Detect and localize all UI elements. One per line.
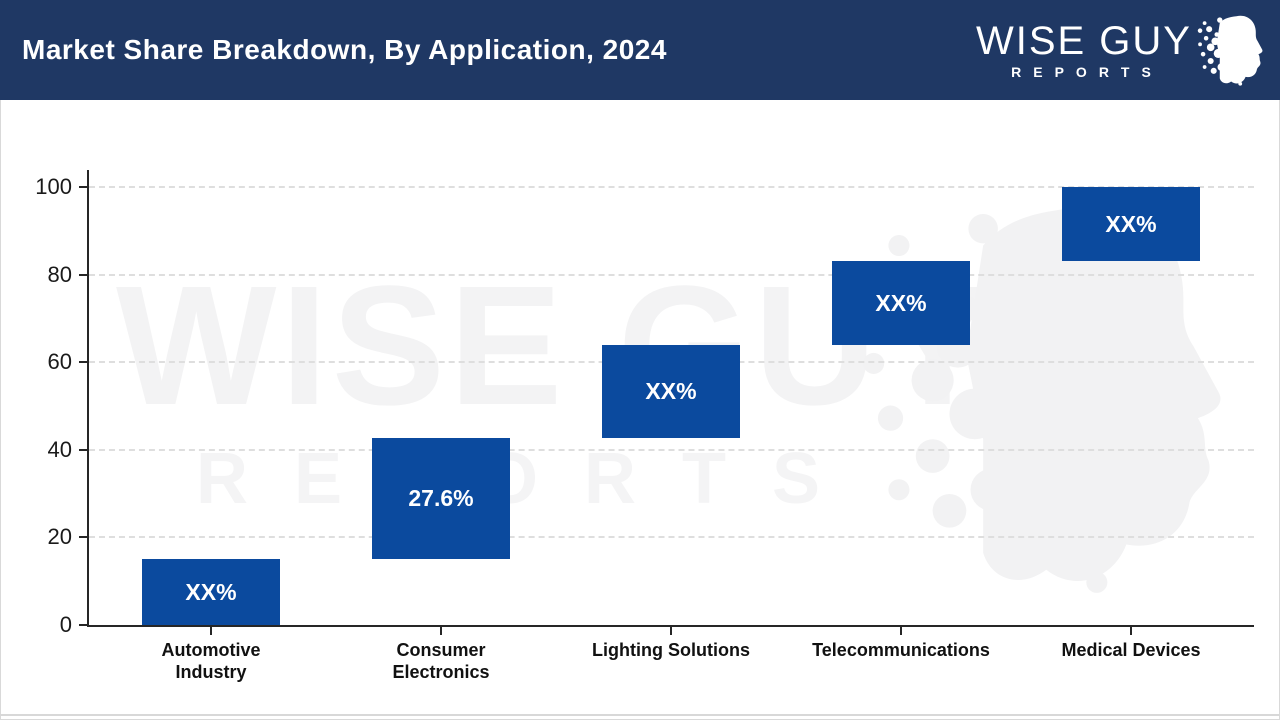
bar-value-label: XX%: [645, 378, 697, 405]
y-tick-label-40: 40: [47, 436, 72, 462]
x-category-label: Medical Devices: [1015, 639, 1247, 661]
bar-segment: XX%: [832, 261, 970, 345]
y-tick-100: [79, 186, 87, 188]
gridline-80: [89, 273, 1254, 276]
y-tick-label-20: 20: [47, 524, 72, 550]
y-tick-0: [79, 624, 87, 626]
x-category-label-line: Automotive: [161, 640, 261, 660]
y-tick-80: [79, 273, 87, 276]
x-category-label: Telecommunications: [785, 639, 1017, 661]
gridline-40: [89, 448, 1254, 451]
wiseguy-face-icon: [1197, 15, 1263, 86]
gridline-100: [89, 186, 1254, 188]
bar-segment: XX%: [602, 344, 740, 439]
x-axis-line: [87, 625, 1254, 627]
x-tick: [900, 627, 902, 635]
page-title: Market Share Breakdown, By Application, …: [22, 34, 667, 65]
y-tick-label-100: 100: [35, 174, 72, 199]
y-tick-60: [79, 361, 87, 364]
bar-segment: XX%: [1062, 187, 1200, 262]
x-category-label-line: Lighting Solutions: [592, 640, 750, 660]
x-category-label-line: Industry: [175, 662, 247, 682]
x-tick: [670, 627, 672, 635]
bar-value-label: 27.6%: [408, 485, 474, 512]
x-category-label-line: Consumer: [396, 640, 486, 660]
x-category-label-line: Telecommunications: [812, 640, 990, 660]
bar-value-label: XX%: [185, 578, 237, 605]
x-tick: [440, 627, 442, 635]
x-tick: [1130, 627, 1132, 635]
x-category-label: Consumer Electronics: [325, 639, 557, 683]
bar-value-label: XX%: [875, 289, 927, 316]
logo-wordmark-block: WISE GUY REPORTS: [976, 21, 1192, 80]
y-tick-label-60: 60: [47, 349, 72, 375]
x-category-label: Lighting Solutions: [555, 639, 787, 661]
x-category-label: Automotive Industry: [95, 639, 327, 683]
x-category-label-line: Electronics: [392, 662, 490, 682]
bar-value-label: XX%: [1105, 210, 1157, 237]
y-axis-line: [87, 170, 89, 627]
y-tick-label-0: 0: [59, 612, 72, 637]
wiseguy-logo: WISE GUY REPORTS: [976, 8, 1266, 92]
gridline-20: [89, 536, 1254, 539]
y-tick-label-80: 80: [47, 261, 72, 287]
bar-segment: XX%: [142, 559, 280, 625]
bar-segment: 27.6%: [372, 438, 510, 560]
bottom-border: [0, 714, 1280, 716]
x-tick: [210, 627, 212, 635]
y-tick-40: [79, 448, 87, 451]
header-bar: Market Share Breakdown, By Application, …: [0, 0, 1280, 100]
x-category-label-line: Medical Devices: [1061, 640, 1201, 660]
logo-wordmark: WISE GUY: [975, 18, 1192, 63]
logo-subtext: REPORTS: [1011, 63, 1163, 80]
y-tick-20: [79, 536, 87, 539]
